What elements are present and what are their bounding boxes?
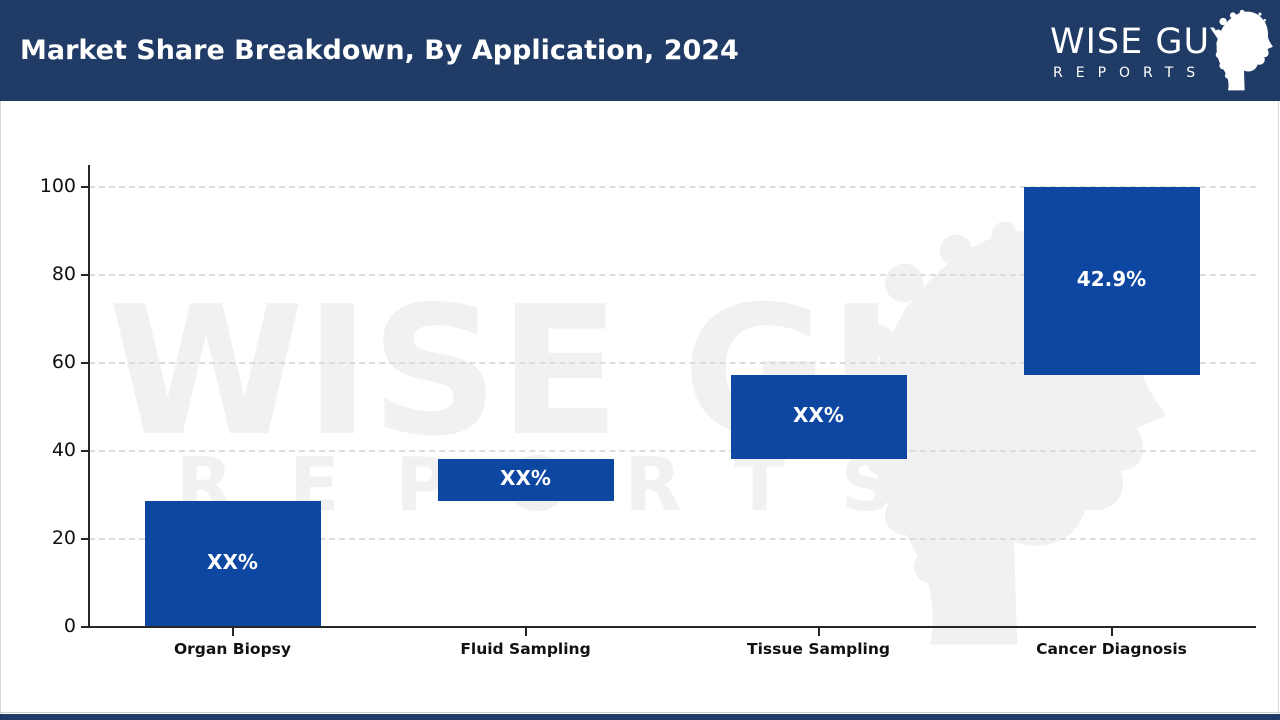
gridline-20 xyxy=(89,537,1256,540)
bar-fluid-sampling xyxy=(437,459,614,501)
page-title: Market Share Breakdown, By Application, … xyxy=(20,35,739,66)
x-tick-mark-tissue-sampling xyxy=(817,627,820,636)
bar-label-tissue-sampling: XX% xyxy=(793,403,844,428)
card-left-border xyxy=(0,101,1,714)
gridline-100 xyxy=(89,185,1256,188)
footer-band xyxy=(0,714,1280,720)
y-axis-line xyxy=(88,165,90,628)
card-bottom-border xyxy=(0,712,1280,713)
y-tick-mark-100 xyxy=(81,185,89,188)
x-tick-label-fluid-sampling: Fluid Sampling xyxy=(460,640,591,658)
logo-subtitle: REPORTS xyxy=(1053,65,1209,81)
x-tick-label-organ-biopsy: Organ Biopsy xyxy=(173,640,291,658)
y-tick-mark-60 xyxy=(81,361,89,364)
header-band: Market Share Breakdown, By Application, … xyxy=(0,0,1280,101)
bar-cancer-diagnosis xyxy=(1023,186,1200,376)
bar-label-cancer-diagnosis: 42.9% xyxy=(1076,266,1147,291)
x-tick-mark-fluid-sampling xyxy=(524,627,527,636)
y-tick-mark-40 xyxy=(81,449,89,452)
x-tick-mark-cancer-diagnosis xyxy=(1110,627,1113,636)
card-right-border xyxy=(1278,101,1279,714)
gridline-80 xyxy=(89,273,1256,276)
y-tick-mark-80 xyxy=(81,273,89,276)
logo-text: WISE GUY REPORTS xyxy=(1050,22,1233,81)
y-tick-label-80: 80 xyxy=(51,262,76,285)
x-tick-label-cancer-diagnosis: Cancer Diagnosis xyxy=(1036,640,1187,658)
face-profile-icon xyxy=(1215,9,1273,91)
bar-tissue-sampling xyxy=(730,375,907,460)
wise-guy-reports-logo: WISE GUY REPORTS xyxy=(1010,0,1273,101)
y-tick-label-20: 20 xyxy=(51,526,76,549)
y-tick-label-60: 60 xyxy=(51,350,76,373)
bar-label-fluid-sampling: XX% xyxy=(500,466,551,491)
x-tick-mark-organ-biopsy xyxy=(231,627,234,636)
logo-wordmark: WISE GUY xyxy=(1050,22,1233,62)
y-tick-label-0: 0 xyxy=(63,615,76,637)
y-tick-mark-20 xyxy=(81,537,89,540)
x-axis-line xyxy=(88,626,1256,628)
y-tick-label-100: 100 xyxy=(39,174,76,197)
y-tick-label-40: 40 xyxy=(51,438,76,461)
bar-organ-biopsy xyxy=(144,501,321,627)
bar-label-organ-biopsy: XX% xyxy=(207,550,258,574)
y-tick-mark-0 xyxy=(81,626,89,628)
x-tick-label-tissue-sampling: Tissue Sampling xyxy=(747,640,890,658)
gridline-60 xyxy=(89,361,1256,364)
gridline-40 xyxy=(89,449,1256,452)
